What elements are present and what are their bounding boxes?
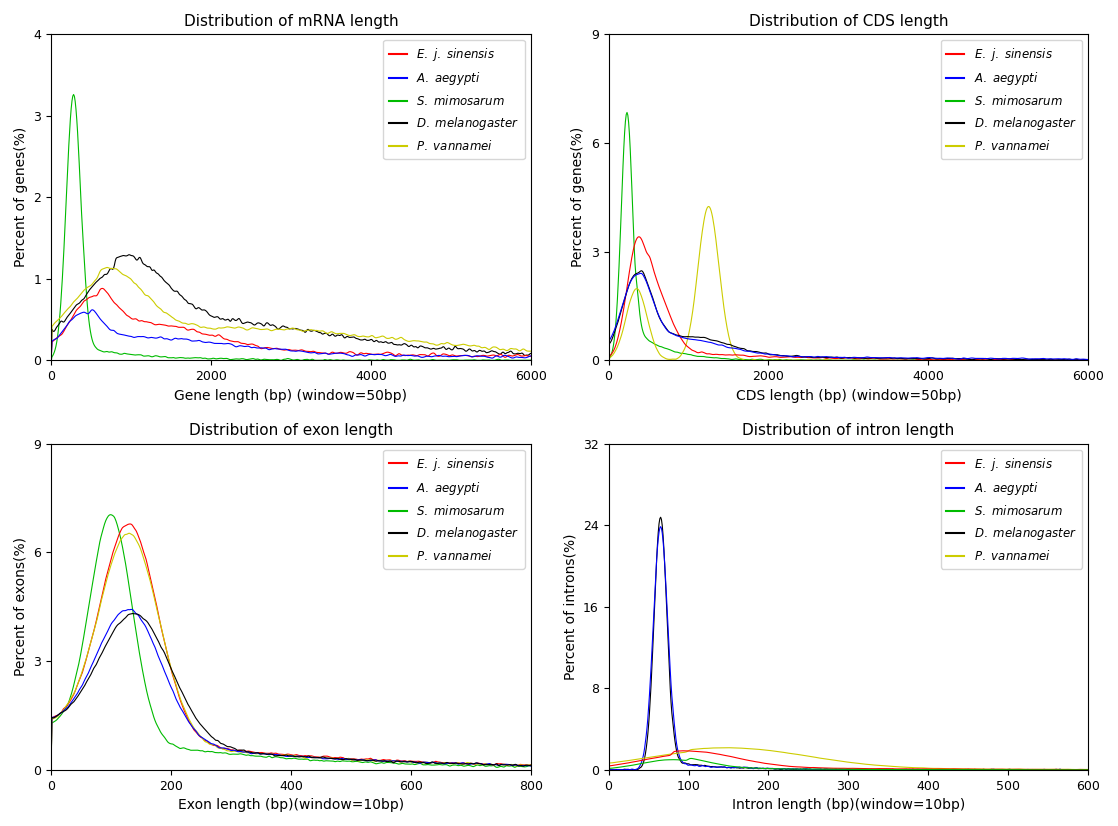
Title: Distribution of mRNA length: Distribution of mRNA length — [183, 14, 398, 29]
Title: Distribution of intron length: Distribution of intron length — [742, 424, 955, 439]
Y-axis label: Percent of exons(%): Percent of exons(%) — [13, 537, 28, 676]
Y-axis label: Percent of genes(%): Percent of genes(%) — [13, 127, 28, 268]
Y-axis label: Percent of genes(%): Percent of genes(%) — [571, 127, 586, 268]
Legend: $\it{E.\ j.\ sinensis}$, $\it{A.\ aegypti}$, $\it{S.\ mimosarum}$, $\it{D.\ mela: $\it{E.\ j.\ sinensis}$, $\it{A.\ aegypt… — [940, 449, 1082, 569]
X-axis label: Intron length (bp)(window=10bp): Intron length (bp)(window=10bp) — [732, 798, 965, 812]
Y-axis label: Percent of introns(%): Percent of introns(%) — [563, 534, 578, 680]
Legend: $\it{E.\ j.\ sinensis}$, $\it{A.\ aegypti}$, $\it{S.\ mimosarum}$, $\it{D.\ mela: $\it{E.\ j.\ sinensis}$, $\it{A.\ aegypt… — [383, 40, 524, 159]
Legend: $\it{E.\ j.\ sinensis}$, $\it{A.\ aegypti}$, $\it{S.\ mimosarum}$, $\it{D.\ mela: $\it{E.\ j.\ sinensis}$, $\it{A.\ aegypt… — [940, 40, 1082, 159]
Legend: $\it{E.\ j.\ sinensis}$, $\it{A.\ aegypti}$, $\it{S.\ mimosarum}$, $\it{D.\ mela: $\it{E.\ j.\ sinensis}$, $\it{A.\ aegypt… — [383, 449, 524, 569]
Title: Distribution of CDS length: Distribution of CDS length — [749, 14, 948, 29]
Title: Distribution of exon length: Distribution of exon length — [189, 424, 394, 439]
X-axis label: Gene length (bp) (window=50bp): Gene length (bp) (window=50bp) — [174, 388, 407, 402]
X-axis label: CDS length (bp) (window=50bp): CDS length (bp) (window=50bp) — [736, 388, 961, 402]
X-axis label: Exon length (bp)(window=10bp): Exon length (bp)(window=10bp) — [178, 798, 404, 812]
